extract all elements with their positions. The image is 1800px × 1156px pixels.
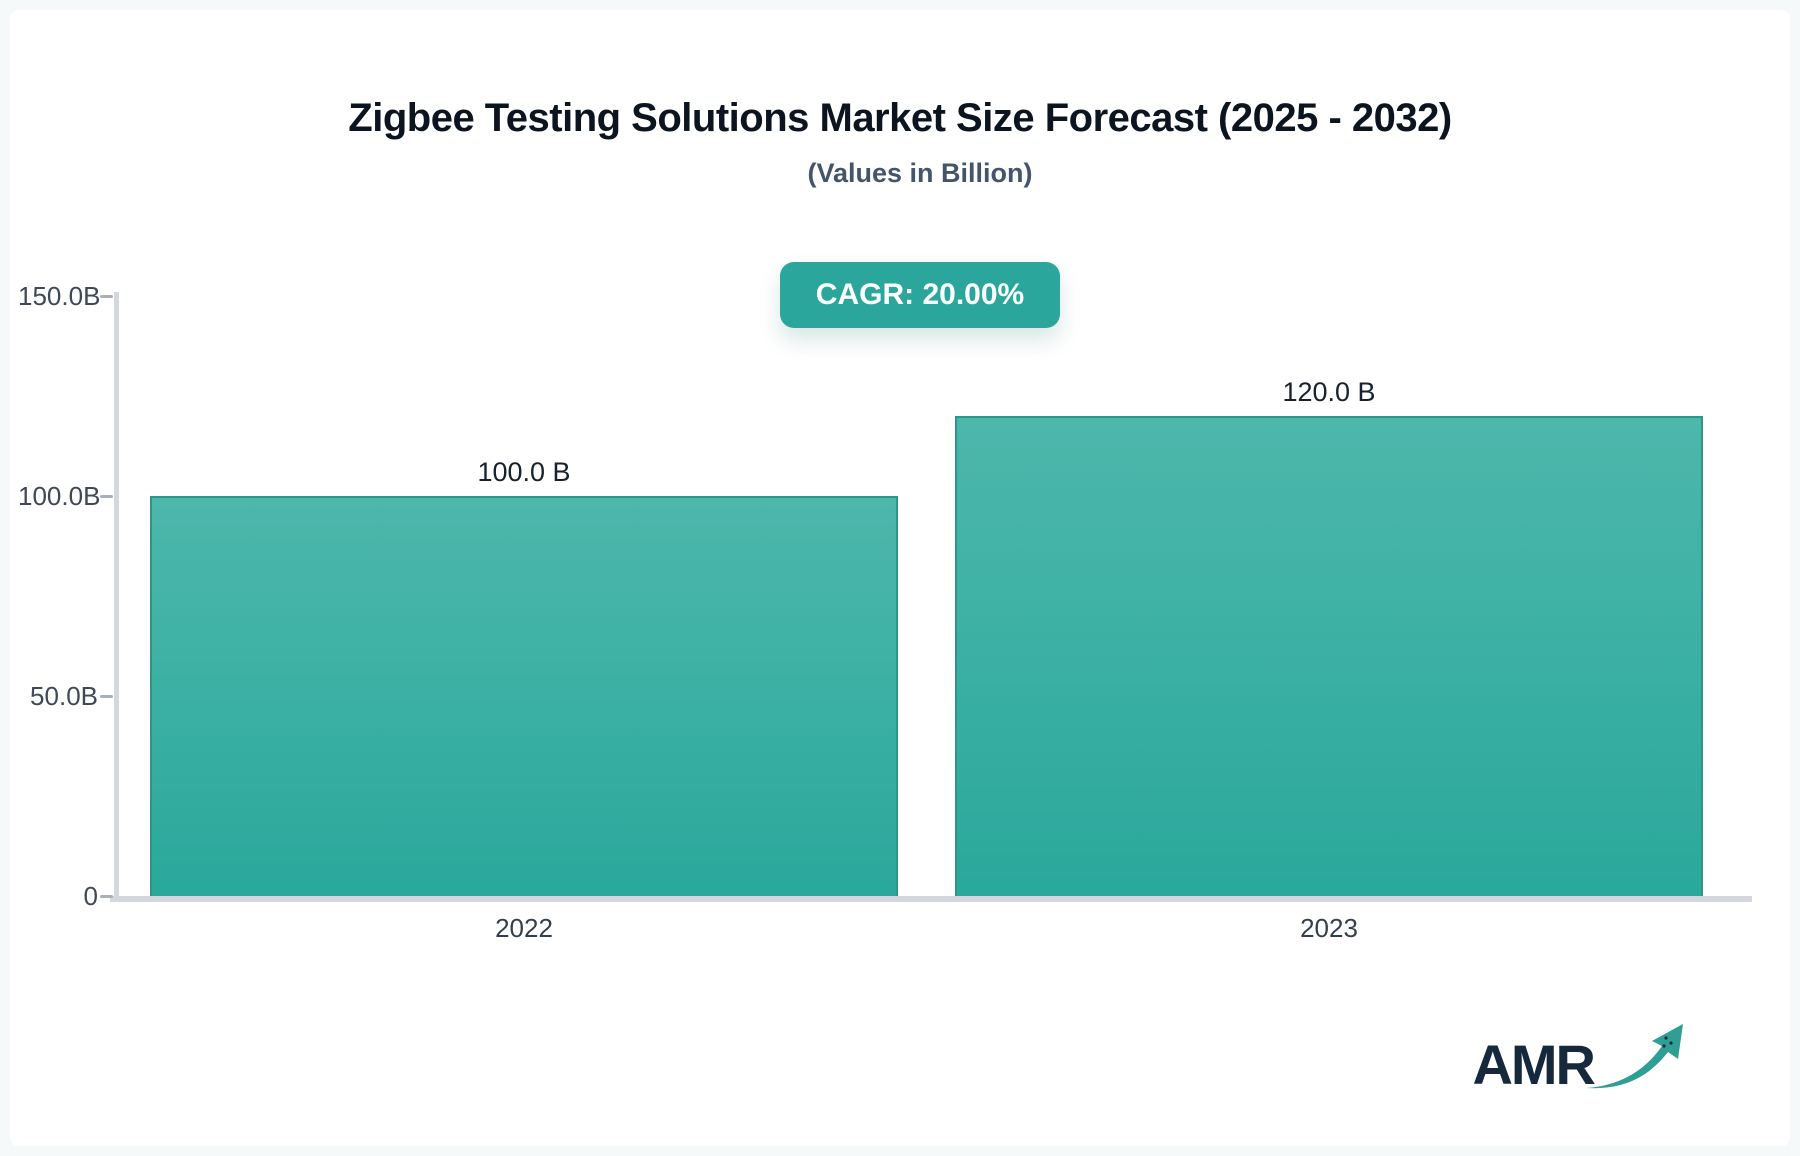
y-tick-label-150.0B: 150.0B: [18, 281, 101, 311]
y-tick-label-100.0B: 100.0B: [18, 481, 101, 511]
cagr-badge-row: CAGR: 20.00%: [50, 262, 1790, 328]
y-tick-dash: [100, 895, 113, 898]
chart-card: Zigbee Testing Solutions Market Size For…: [10, 10, 1790, 1146]
x-tick-label-2022: 2022: [495, 913, 553, 943]
growth-arrow-icon: [1586, 1024, 1683, 1089]
y-tick-dash: [100, 495, 113, 498]
plot-area: 100.0 B 2022 120.0 B 2023 150.0B 100.0B 50.0B 0: [18, 281, 1752, 943]
y-axis-line: [114, 292, 119, 902]
amr-logo-text: AMR: [1472, 1033, 1596, 1096]
amr-logo: AMR: [1472, 1016, 1686, 1094]
x-axis-line: [110, 896, 1752, 902]
y-tick-label-50.0B: 50.0B: [30, 681, 98, 711]
chart-title: Zigbee Testing Solutions Market Size For…: [348, 96, 1452, 140]
value-label-2023: 120.0 B: [1282, 377, 1376, 407]
value-label-2022: 100.0 B: [477, 457, 571, 487]
x-tick-label-2023: 2023: [1300, 913, 1358, 943]
y-tick-dash: [100, 695, 113, 698]
bar-2023[interactable]: [955, 416, 1703, 896]
chart-subtitle: (Values in Billion): [807, 158, 1033, 188]
cagr-badge: CAGR: 20.00%: [779, 262, 1061, 328]
bar-2022[interactable]: [150, 496, 898, 896]
y-tick-dash: [100, 295, 113, 298]
y-tick-label-0: 0: [83, 881, 98, 911]
